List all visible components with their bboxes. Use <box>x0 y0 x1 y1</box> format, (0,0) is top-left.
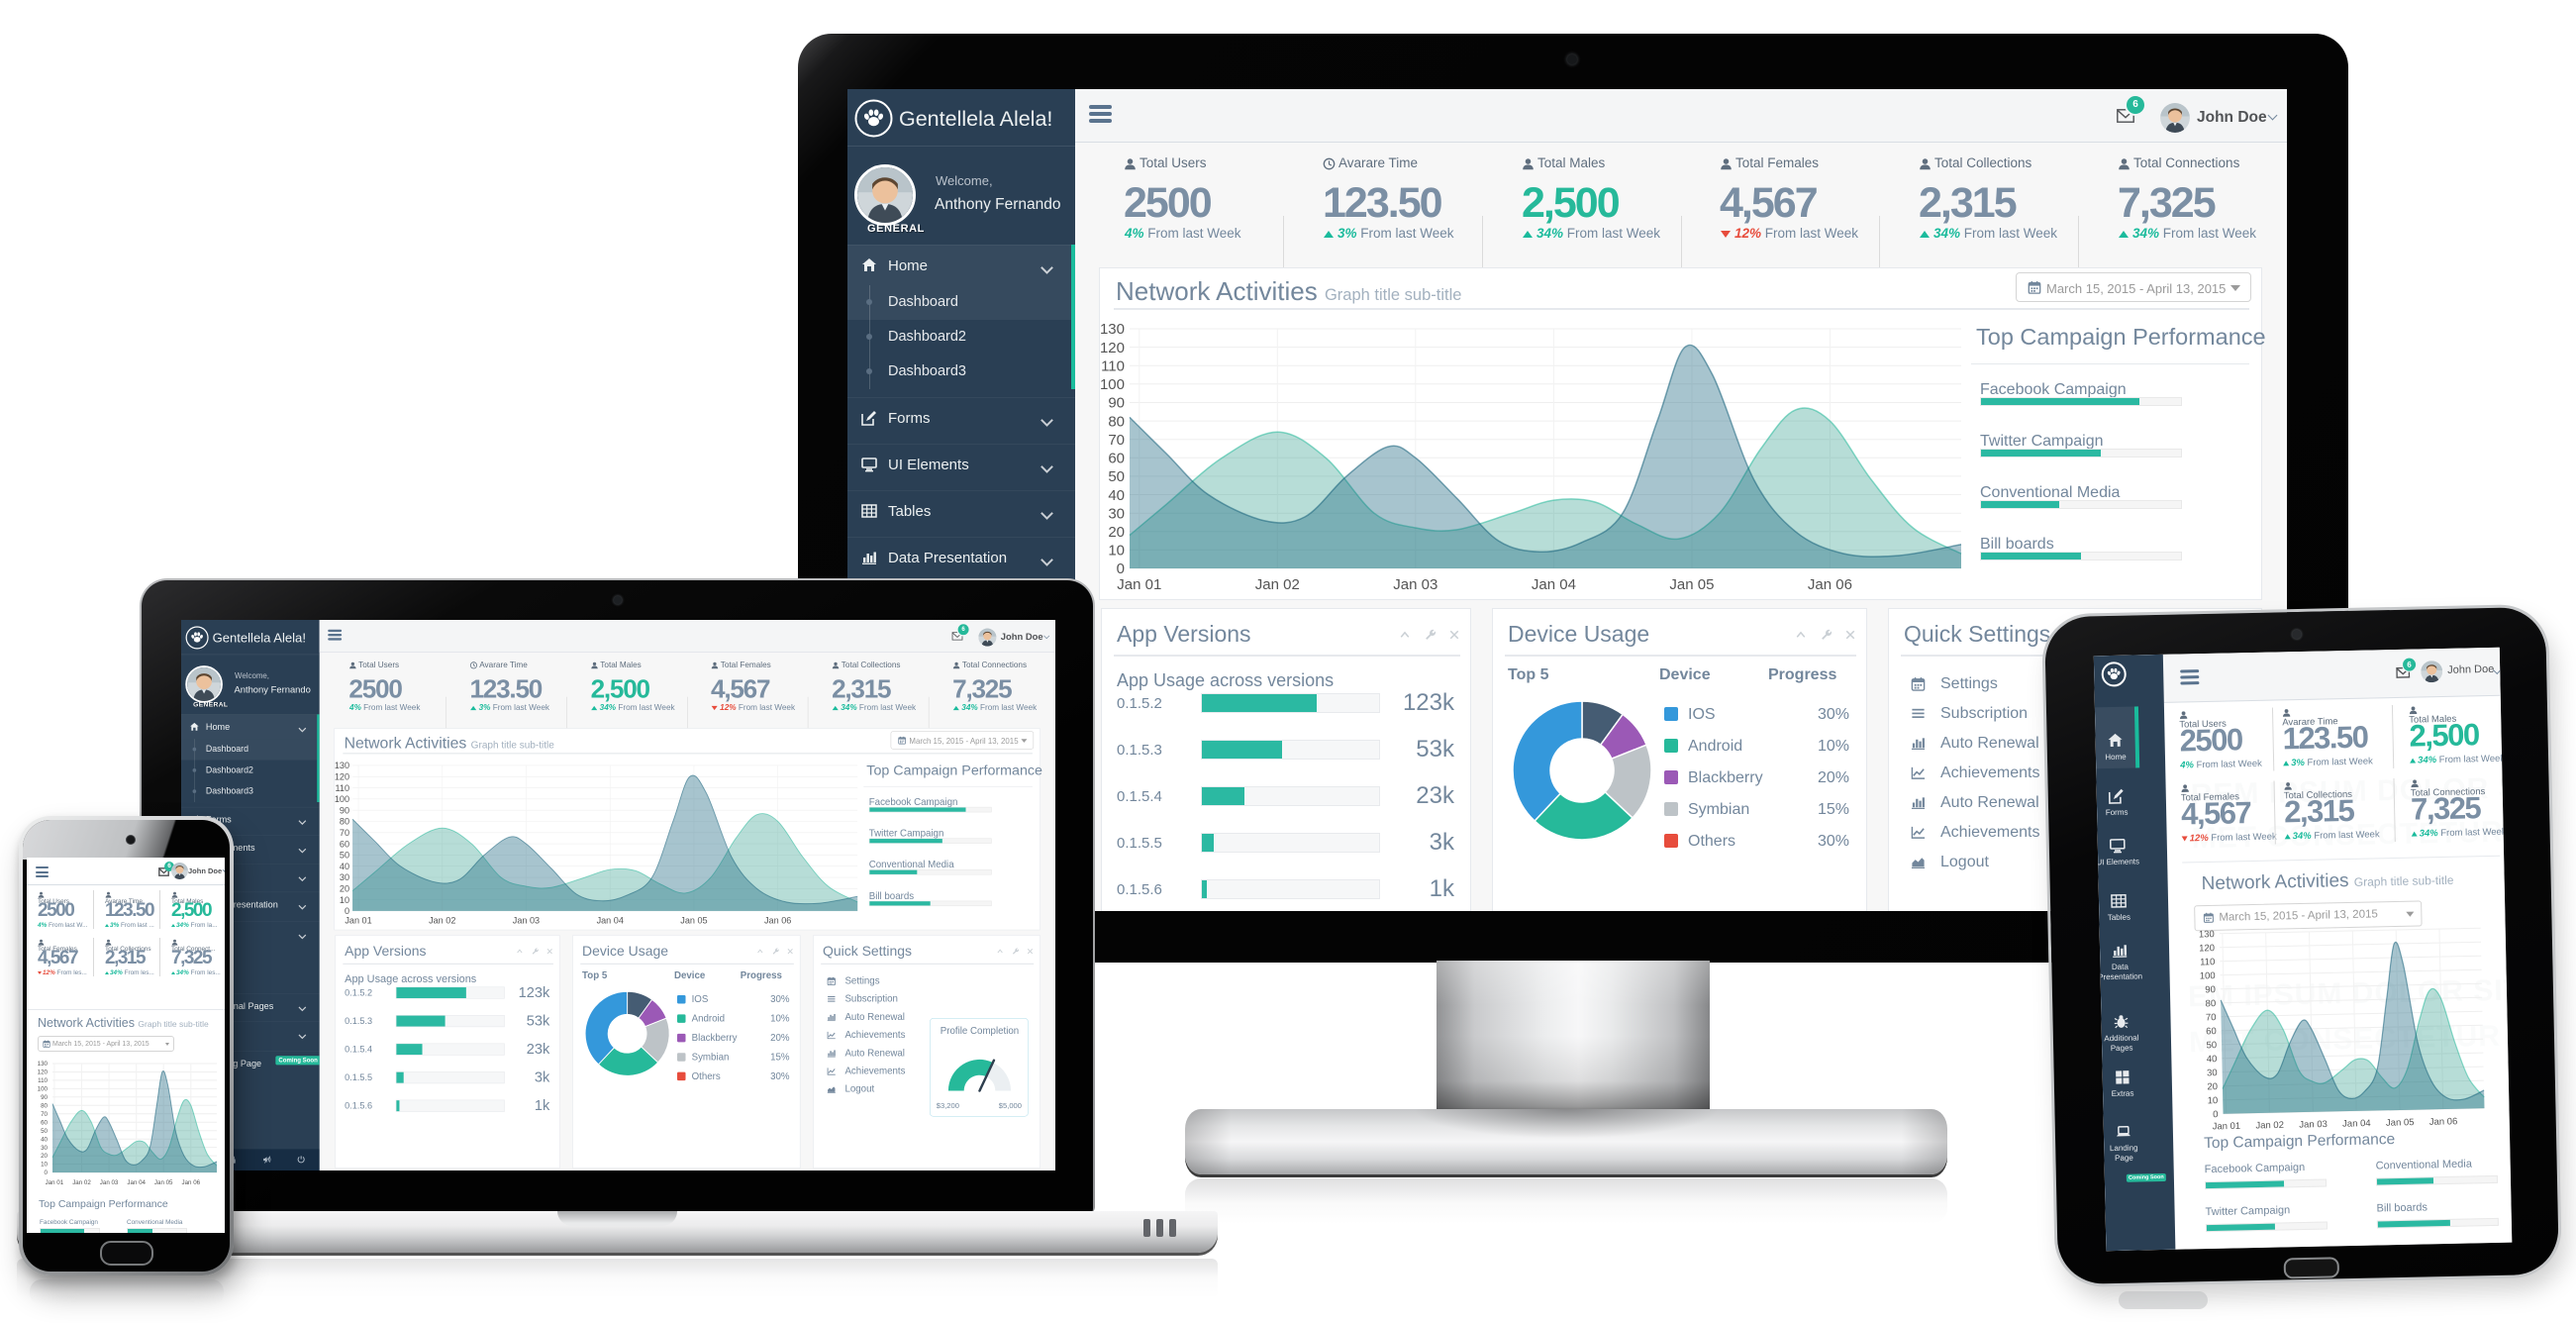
svg-text:Jan 06: Jan 06 <box>2429 1116 2458 1128</box>
svg-text:110: 110 <box>336 783 350 793</box>
svg-text:10: 10 <box>41 1162 48 1169</box>
svg-text:130: 130 <box>1100 321 1125 338</box>
svg-text:80: 80 <box>1108 413 1125 430</box>
svg-text:60: 60 <box>2206 1026 2217 1037</box>
svg-text:Jan 06: Jan 06 <box>1808 576 1852 593</box>
svg-text:0: 0 <box>2213 1109 2219 1120</box>
svg-text:110: 110 <box>38 1077 48 1084</box>
svg-text:20: 20 <box>1108 524 1125 541</box>
svg-text:Jan 02: Jan 02 <box>72 1179 91 1186</box>
svg-text:0: 0 <box>45 1170 49 1176</box>
svg-text:10: 10 <box>1108 543 1125 560</box>
svg-text:130: 130 <box>2199 929 2215 940</box>
svg-text:Jan 01: Jan 01 <box>1117 576 1161 593</box>
svg-text:110: 110 <box>1101 358 1125 375</box>
svg-text:100: 100 <box>2200 970 2216 981</box>
svg-text:60: 60 <box>41 1119 48 1126</box>
svg-text:30: 30 <box>1108 505 1125 522</box>
svg-text:70: 70 <box>1108 432 1125 449</box>
svg-text:90: 90 <box>2205 984 2216 995</box>
svg-text:130: 130 <box>335 761 349 770</box>
svg-text:120: 120 <box>38 1069 49 1076</box>
svg-text:100: 100 <box>1100 376 1125 393</box>
svg-text:Jan 06: Jan 06 <box>764 916 791 926</box>
svg-text:70: 70 <box>340 828 349 838</box>
svg-text:Jan 05: Jan 05 <box>1669 576 1714 593</box>
svg-text:20: 20 <box>2207 1081 2218 1092</box>
svg-text:70: 70 <box>41 1111 48 1118</box>
svg-text:30: 30 <box>340 872 349 882</box>
svg-text:Jan 06: Jan 06 <box>182 1179 201 1186</box>
svg-text:90: 90 <box>41 1094 48 1101</box>
svg-text:Jan 01: Jan 01 <box>2213 1121 2241 1133</box>
svg-text:30: 30 <box>41 1145 48 1152</box>
svg-text:Jan 03: Jan 03 <box>100 1179 119 1186</box>
svg-text:20: 20 <box>41 1153 48 1160</box>
svg-text:0: 0 <box>345 906 349 916</box>
svg-text:10: 10 <box>340 895 349 905</box>
svg-text:60: 60 <box>340 839 349 849</box>
svg-text:100: 100 <box>335 794 349 804</box>
svg-text:Jan 04: Jan 04 <box>597 916 624 926</box>
svg-text:50: 50 <box>41 1128 48 1135</box>
svg-text:Jan 02: Jan 02 <box>1255 576 1300 593</box>
svg-text:130: 130 <box>38 1061 49 1068</box>
svg-text:50: 50 <box>2206 1040 2217 1051</box>
svg-text:Jan 05: Jan 05 <box>154 1179 173 1186</box>
svg-text:120: 120 <box>335 771 349 781</box>
svg-text:120: 120 <box>2199 943 2215 954</box>
svg-text:40: 40 <box>1108 487 1125 504</box>
svg-text:60: 60 <box>1108 451 1125 467</box>
svg-text:Jan 04: Jan 04 <box>2342 1118 2371 1130</box>
svg-text:80: 80 <box>2206 998 2217 1009</box>
svg-text:100: 100 <box>38 1086 49 1093</box>
svg-text:Jan 01: Jan 01 <box>46 1179 64 1186</box>
svg-text:40: 40 <box>340 862 349 871</box>
svg-text:Jan 04: Jan 04 <box>127 1179 146 1186</box>
svg-text:Jan 03: Jan 03 <box>2299 1119 2328 1131</box>
svg-text:Jan 01: Jan 01 <box>345 916 371 926</box>
svg-text:10: 10 <box>2208 1095 2219 1106</box>
svg-text:20: 20 <box>340 883 349 893</box>
svg-text:Jan 05: Jan 05 <box>2386 1117 2415 1129</box>
svg-text:30: 30 <box>2207 1068 2218 1078</box>
svg-text:90: 90 <box>1108 395 1125 412</box>
svg-text:Jan 05: Jan 05 <box>680 916 707 926</box>
svg-text:Jan 03: Jan 03 <box>1393 576 1437 593</box>
svg-text:110: 110 <box>2200 957 2215 967</box>
svg-text:80: 80 <box>340 817 349 827</box>
svg-text:90: 90 <box>340 805 349 815</box>
svg-text:Jan 03: Jan 03 <box>513 916 540 926</box>
svg-text:70: 70 <box>2206 1012 2217 1023</box>
svg-text:0: 0 <box>1117 560 1125 577</box>
svg-text:50: 50 <box>340 851 349 861</box>
svg-text:120: 120 <box>1100 340 1125 356</box>
svg-text:50: 50 <box>1108 468 1125 485</box>
svg-text:Jan 02: Jan 02 <box>429 916 455 926</box>
svg-text:Jan 02: Jan 02 <box>2255 1120 2284 1132</box>
svg-text:40: 40 <box>2207 1054 2218 1065</box>
svg-text:Jan 04: Jan 04 <box>1532 576 1576 593</box>
svg-text:80: 80 <box>41 1103 48 1110</box>
svg-text:40: 40 <box>41 1136 48 1143</box>
